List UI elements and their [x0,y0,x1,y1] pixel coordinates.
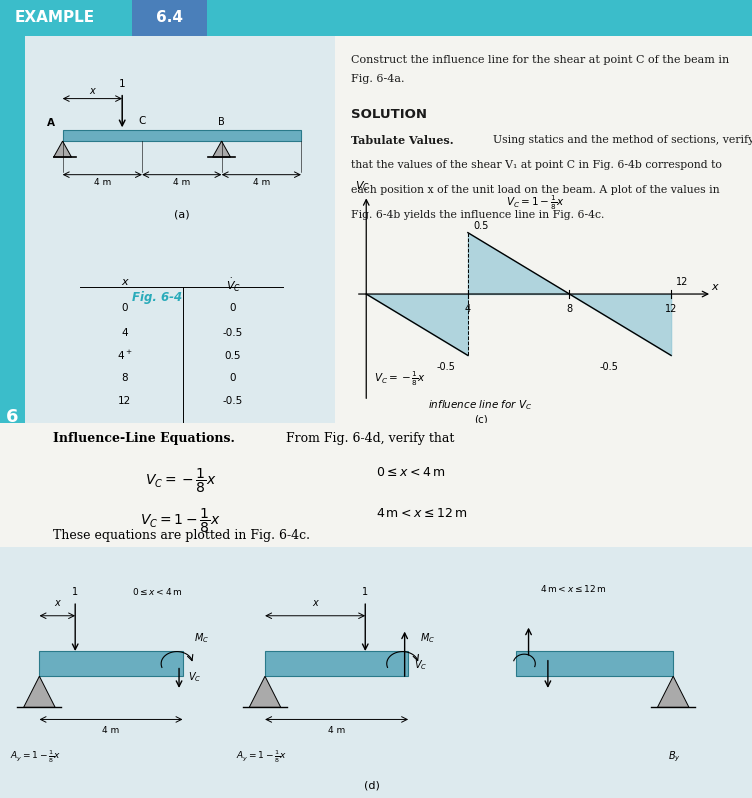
Text: x: x [54,598,60,608]
Text: $0\leq x<4\,\mathrm{m}$: $0\leq x<4\,\mathrm{m}$ [132,586,183,597]
Text: 4: 4 [122,328,128,338]
Text: -0.5: -0.5 [600,362,619,372]
Text: each position x of the unit load on the beam. A plot of the values in: each position x of the unit load on the … [351,185,720,196]
Text: Using statics and the method of sections, verify: Using statics and the method of sections… [493,135,752,145]
Text: EXAMPLE: EXAMPLE [15,10,96,26]
Text: 0: 0 [230,303,236,313]
Text: From Fig. 6-4d, verify that: From Fig. 6-4d, verify that [286,432,454,444]
Text: B: B [218,117,225,127]
Text: $4\,\mathrm{m} < x \leq 12\,\mathrm{m}$: $4\,\mathrm{m} < x \leq 12\,\mathrm{m}$ [376,507,467,520]
Text: influence line for $V_C$: influence line for $V_C$ [428,398,533,412]
Text: Fig. 6-4: Fig. 6-4 [132,291,182,304]
Text: 6: 6 [6,408,19,426]
Text: $0 \leq x < 4\,\mathrm{m}$: $0 \leq x < 4\,\mathrm{m}$ [376,466,445,480]
Text: 0: 0 [122,303,128,313]
Text: Construct the influence line for the shear at point C of the beam in: Construct the influence line for the she… [351,55,729,65]
Text: 4 m: 4 m [253,179,270,188]
Polygon shape [657,676,689,707]
Text: -0.5: -0.5 [436,362,455,372]
Text: 4 m: 4 m [173,179,190,188]
Text: -0.5: -0.5 [223,328,243,338]
Text: $V_C$: $V_C$ [355,180,370,193]
Text: 12: 12 [118,397,132,406]
Text: $4\,\mathrm{m}<x\leq12\,\mathrm{m}$: $4\,\mathrm{m}<x\leq12\,\mathrm{m}$ [540,583,606,595]
Text: -0.5: -0.5 [223,397,243,406]
Text: $V_C = 1 - \dfrac{1}{8}x$: $V_C = 1 - \dfrac{1}{8}x$ [141,507,220,535]
Text: 1: 1 [362,587,368,597]
FancyBboxPatch shape [62,130,301,141]
Text: x: x [711,282,718,291]
Polygon shape [213,141,231,157]
Text: Influence-Line Equations.: Influence-Line Equations. [53,432,235,444]
Text: Fig. 6-4a.: Fig. 6-4a. [351,74,405,84]
Text: 1: 1 [119,79,126,89]
Text: 8: 8 [122,373,128,383]
Text: These equations are plotted in Fig. 6-4c.: These equations are plotted in Fig. 6-4c… [53,529,310,542]
FancyBboxPatch shape [265,651,408,676]
Text: SOLUTION: SOLUTION [351,109,427,121]
Text: 12: 12 [665,304,678,314]
Text: (d): (d) [365,780,381,791]
Bar [132,0,207,36]
Text: that the values of the shear V₁ at point C in Fig. 6-4b correspond to: that the values of the shear V₁ at point… [351,160,722,170]
Polygon shape [249,676,280,707]
Text: 8: 8 [566,304,572,314]
Text: $V_C = -\dfrac{1}{8}x$: $V_C = -\dfrac{1}{8}x$ [144,466,217,495]
Text: 4 m: 4 m [328,726,345,735]
FancyBboxPatch shape [39,651,183,676]
Text: x: x [89,85,96,96]
Text: x: x [312,598,318,608]
Text: $M_C$: $M_C$ [420,632,435,646]
Text: 0.5: 0.5 [225,350,241,361]
Text: $V_C$: $V_C$ [414,658,427,672]
Text: 4$^+$: 4$^+$ [117,349,132,362]
Text: Tabulate Values.: Tabulate Values. [351,135,454,146]
Text: $\dot{V}_C$: $\dot{V}_C$ [226,277,241,294]
Text: 4 m: 4 m [102,726,120,735]
Text: 6.4: 6.4 [156,10,183,26]
Text: (b): (b) [174,433,189,444]
Text: 0: 0 [230,373,236,383]
Text: $A_y=1-\frac{1}{8}x$: $A_y=1-\frac{1}{8}x$ [11,749,62,764]
Text: 12: 12 [676,278,689,287]
Bar [0,36,25,798]
Text: (a): (a) [174,210,190,219]
Text: $B_y$: $B_y$ [669,749,681,764]
Text: 1: 1 [72,587,78,597]
FancyBboxPatch shape [516,651,673,676]
Text: (c): (c) [474,415,487,425]
Polygon shape [23,676,55,707]
Text: 4: 4 [465,304,471,314]
Text: $M_C$: $M_C$ [195,632,210,646]
Text: x: x [122,277,128,286]
Text: $V_C = -\frac{1}{8}x$: $V_C = -\frac{1}{8}x$ [374,370,426,389]
Text: Fig. 6-4b yields the influence line in Fig. 6-4c.: Fig. 6-4b yields the influence line in F… [351,211,605,220]
Text: A: A [47,118,55,128]
Polygon shape [53,141,71,157]
Text: $V_C = 1 - \frac{1}{8}x$: $V_C = 1 - \frac{1}{8}x$ [506,193,565,211]
Text: $V_C$: $V_C$ [188,670,202,684]
Text: 0.5: 0.5 [473,221,488,231]
Text: 4 m: 4 m [94,179,111,188]
Text: C: C [138,117,146,126]
Text: $A_y=1-\frac{1}{8}x$: $A_y=1-\frac{1}{8}x$ [236,749,287,764]
